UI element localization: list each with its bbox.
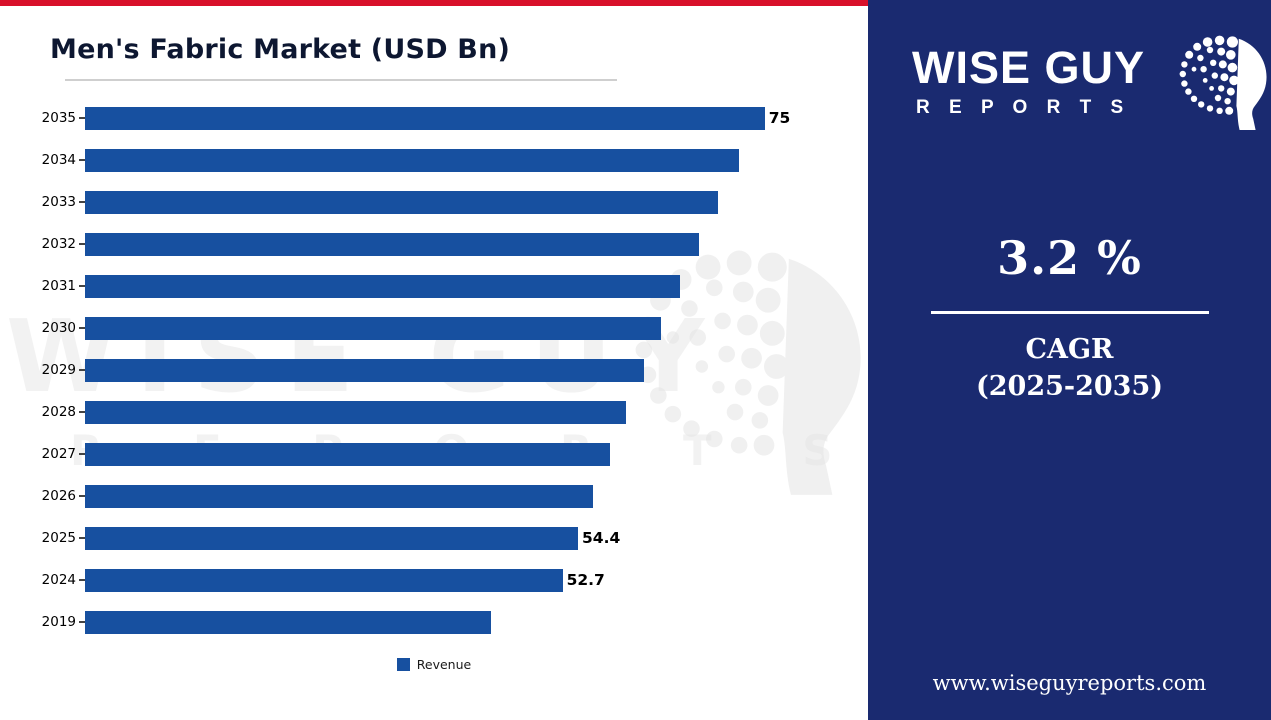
- axis-tick: [79, 285, 85, 287]
- axis-tick: [79, 369, 85, 371]
- bar-row: 2028: [34, 391, 810, 433]
- axis-tick: [79, 537, 85, 539]
- bar-track: [85, 148, 810, 172]
- axis-tick: [79, 579, 85, 581]
- legend-swatch: [396, 658, 410, 671]
- logo-wordmark: WISE GUY: [912, 42, 1146, 93]
- bar-track: [85, 484, 810, 508]
- bar-row: 2024 52.7: [34, 559, 810, 601]
- bar-row: 2030: [34, 307, 810, 349]
- axis-tick: [79, 117, 85, 119]
- bar-row: 2032: [34, 223, 810, 265]
- revenue-bar: [85, 484, 594, 508]
- revenue-bar: [85, 442, 610, 466]
- bar-track: [85, 232, 810, 256]
- revenue-bar: [85, 358, 645, 382]
- year-label: 2035: [41, 110, 76, 126]
- brand-logo: WISE GUY R E P O R T S: [912, 35, 1267, 130]
- legend: Revenue: [0, 657, 868, 672]
- title-divider: [65, 79, 617, 81]
- year-label: 2031: [41, 278, 76, 294]
- axis-tick: [79, 495, 85, 497]
- bar-row: 2019: [34, 601, 810, 643]
- revenue-bar: [85, 400, 627, 424]
- bar-track: [85, 610, 810, 634]
- chart-title: Men's Fabric Market (USD Bn): [50, 34, 511, 65]
- year-label: 2030: [41, 320, 76, 336]
- bar-track: [85, 400, 810, 424]
- year-label: 2034: [41, 152, 76, 168]
- chart-panel: WISE GUY R E P O R T S: [0, 0, 868, 672]
- year-label: 2029: [41, 362, 76, 378]
- revenue-bar: [85, 274, 680, 298]
- cagr-block: 3.2 % CAGR (2025-2035): [868, 231, 1271, 405]
- axis-tick: [79, 411, 85, 413]
- bar-row: 2025 54.4: [34, 517, 810, 559]
- bar-row: 2027: [34, 433, 810, 475]
- axis-tick: [79, 453, 85, 455]
- axis-tick: [79, 327, 85, 329]
- revenue-bar: [85, 148, 740, 172]
- bar-track: 54.4: [85, 526, 810, 550]
- bar-track: 52.7: [85, 568, 810, 592]
- revenue-bar: [85, 190, 719, 214]
- legend-label: Revenue: [416, 657, 472, 672]
- brand-panel: WISE GUY R E P O R T S: [868, 0, 1271, 720]
- year-label: 2033: [41, 194, 76, 210]
- cagr-label-line2: (2025-2035): [975, 370, 1164, 402]
- bar-row: 2031: [34, 265, 810, 307]
- axis-tick: [79, 621, 85, 623]
- revenue-bar: [85, 610, 491, 634]
- bar-track: 75: [85, 106, 810, 130]
- year-label: 2032: [41, 236, 76, 252]
- website-link[interactable]: www.wiseguyreports.com: [932, 671, 1207, 695]
- revenue-bar: [85, 526, 578, 550]
- bar-row: 2026: [34, 475, 810, 517]
- axis-tick: [79, 201, 85, 203]
- bar-row: 2029: [34, 349, 810, 391]
- bar-row: 2034: [34, 139, 810, 181]
- cagr-label: CAGR (2025-2035): [868, 332, 1271, 405]
- year-label: 2028: [41, 404, 76, 420]
- bar-row: 2033: [34, 181, 810, 223]
- cagr-value: 3.2 %: [997, 231, 1142, 286]
- axis-tick: [79, 159, 85, 161]
- bar-track: [85, 358, 810, 382]
- cagr-divider: [930, 311, 1209, 315]
- year-label: 2024: [41, 572, 76, 588]
- bar-track: [85, 190, 810, 214]
- value-label: 75: [768, 109, 791, 127]
- logo-head-icon: [1179, 35, 1267, 130]
- value-label: 52.7: [566, 571, 605, 589]
- bar-chart: 2035 75 2034 2033 2032 2031 2030 2029 2028 2027 20…: [0, 97, 868, 643]
- year-label: 2027: [41, 446, 76, 462]
- bar-track: [85, 442, 810, 466]
- revenue-bar: [85, 568, 563, 592]
- revenue-bar: [85, 316, 662, 340]
- cagr-label-line1: CAGR: [1025, 334, 1114, 366]
- logo-subtext: R E P O R T S: [916, 97, 1131, 119]
- year-label: 2026: [41, 488, 76, 504]
- axis-tick: [79, 243, 85, 245]
- bar-row: 2035 75: [34, 97, 810, 139]
- value-label: 54.4: [582, 529, 621, 547]
- year-label: 2019: [41, 614, 76, 630]
- revenue-bar: [85, 106, 765, 130]
- bar-track: [85, 316, 810, 340]
- bar-track: [85, 274, 810, 298]
- revenue-bar: [85, 232, 699, 256]
- year-label: 2025: [41, 530, 76, 546]
